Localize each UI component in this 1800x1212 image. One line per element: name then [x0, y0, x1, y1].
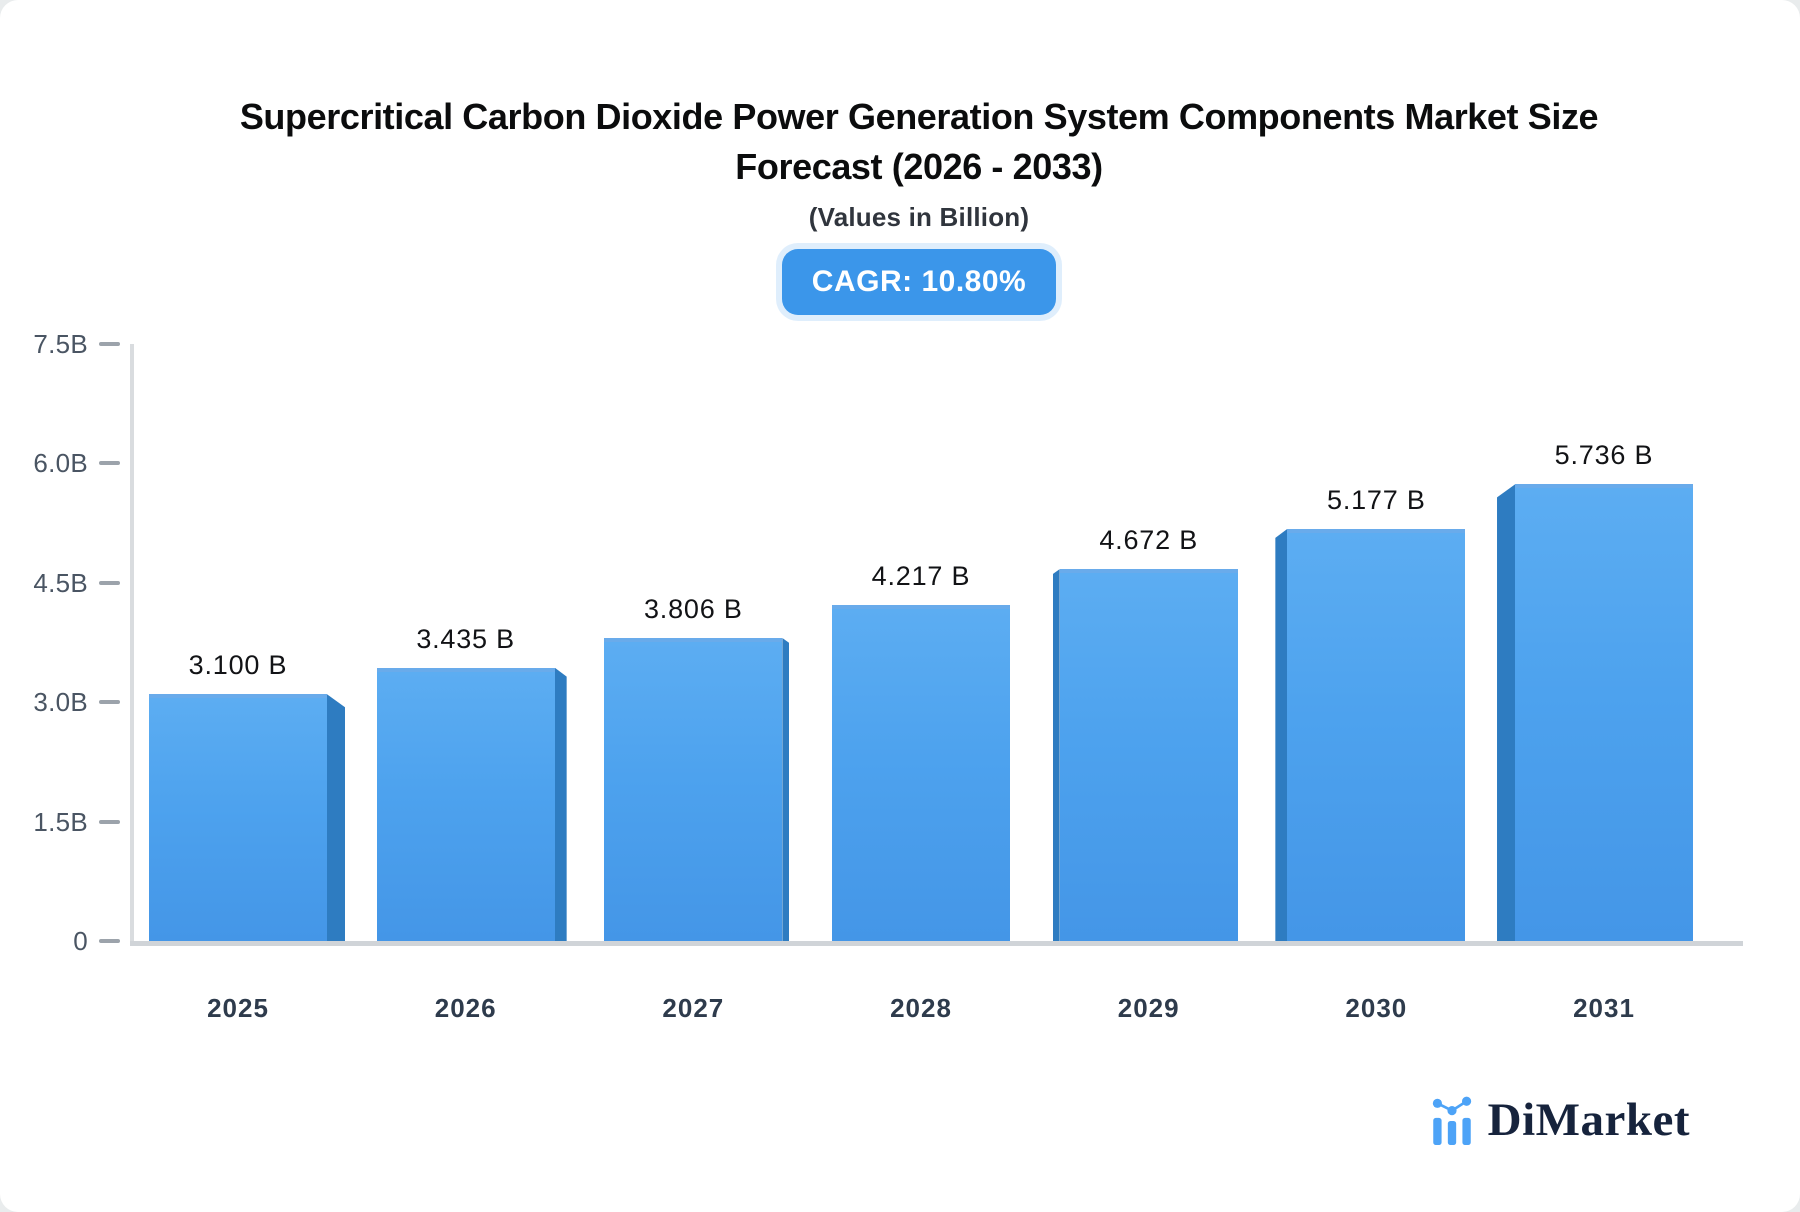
chart-header: Supercritical Carbon Dioxide Power Gener… — [0, 92, 1800, 315]
bar-side-face — [327, 694, 345, 941]
y-axis-tick-label: 0 — [73, 926, 88, 956]
bar-value-label: 4.217 B — [871, 561, 971, 592]
y-axis-tick-label: 4.5B — [33, 567, 88, 598]
bar-2027 — [604, 638, 783, 941]
x-axis-label-2026: 2026 — [434, 993, 497, 1023]
y-axis-tick-mark — [99, 580, 120, 585]
bar-side-face — [1052, 569, 1060, 941]
bar-side-face — [554, 667, 567, 941]
cagr-badge: CAGR: 10.80% — [781, 249, 1057, 315]
y-axis-tick-label: 6.0B — [33, 448, 88, 479]
bar-2028 — [832, 605, 1010, 941]
y-axis-tick-label: 7.5B — [33, 329, 88, 359]
x-axis-label-2027: 2027 — [662, 993, 725, 1023]
bar-value-label: 3.435 B — [416, 623, 515, 654]
bar-value-label: 3.806 B — [643, 594, 743, 625]
bar-side-face — [1497, 484, 1516, 941]
bar-value-label: 3.100 B — [188, 650, 288, 681]
x-axis-label-2029: 2029 — [1117, 993, 1180, 1023]
y-axis-tick-label: 1.5B — [33, 806, 88, 837]
y-axis-tick: 4.5B — [0, 568, 130, 598]
bar-2026 — [376, 667, 555, 941]
dimarket-logo-text: DiMarket — [1487, 1094, 1690, 1146]
y-axis-tick: 3.0B — [0, 687, 130, 717]
y-axis-tick-mark — [99, 819, 120, 824]
bar-value-label: 5.736 B — [1554, 440, 1654, 471]
bar-value-label: 5.177 B — [1327, 484, 1426, 515]
y-axis-line — [130, 344, 134, 946]
chart-subtitle: (Values in Billion) — [808, 202, 1030, 232]
x-axis-label-2031: 2031 — [1573, 993, 1635, 1023]
y-axis-tick: 1.5B — [0, 807, 130, 837]
y-axis-tick: 7.5B — [0, 329, 130, 359]
x-axis-label-2030: 2030 — [1345, 993, 1408, 1023]
bar-side-face — [1275, 528, 1288, 941]
bar-value-label: 4.672 B — [1099, 525, 1199, 556]
y-axis-tick-mark — [99, 939, 120, 943]
dimarket-logo: DiMarket — [1429, 1094, 1690, 1146]
bar-2030 — [1287, 528, 1466, 941]
chart-title-line1: Supercritical Carbon Dioxide Power Gener… — [239, 96, 1599, 137]
x-axis-line — [130, 941, 1743, 946]
bar-side-face — [782, 638, 790, 941]
bar-2029 — [1059, 569, 1238, 941]
y-axis-tick: 0 — [0, 926, 130, 956]
mini-bar-chart-icon — [1432, 1096, 1471, 1145]
y-axis-tick-mark — [99, 342, 120, 346]
bar-2031 — [1515, 484, 1694, 941]
y-axis-tick-mark — [99, 700, 120, 705]
y-axis-tick: 6.0B — [0, 448, 130, 478]
bar-2025 — [149, 694, 327, 941]
x-axis-label-2025: 2025 — [207, 993, 269, 1023]
y-axis-tick-label: 3.0B — [33, 687, 88, 718]
y-axis-tick-mark — [99, 461, 120, 466]
x-axis-label-2028: 2028 — [890, 993, 952, 1023]
chart-title-line2: Forecast (2026 - 2033) — [735, 146, 1103, 187]
